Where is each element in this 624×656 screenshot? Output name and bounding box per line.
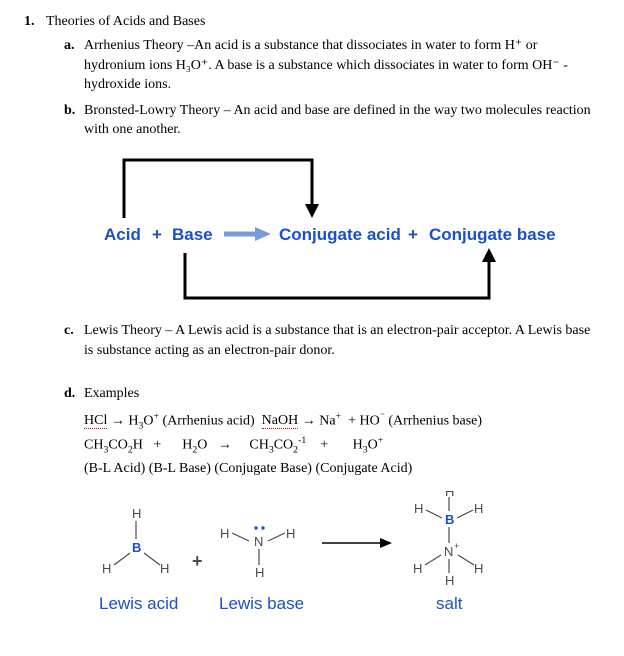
svg-text:N: N [444,544,453,559]
item-a: a. Arrhenius Theory –An acid is a substa… [64,36,600,95]
item-c-text: Lewis Theory – A Lewis acid is a substan… [84,321,600,360]
ex-row1: HCl → H3O+ (Arrhenius acid) NaOH → Na+ +… [84,410,600,434]
lewis-diagram: B H H H + N H H H [74,491,600,626]
bl-plus1: + [152,225,162,244]
bl-acid: Acid [104,225,141,244]
svg-text:H: H [286,526,295,541]
main-marker: 1. [24,14,46,30]
ex-row2: CH3CO2H + H2O → CH3CO2-1 + H3O+ [84,434,600,458]
svg-text:+: + [454,541,459,551]
item-b-marker: b. [64,101,84,140]
item-d-text: Examples [84,384,600,404]
ex-row3: (B-L Acid) (B-L Base) (Conjugate Base) (… [84,458,600,479]
salt-label: salt [436,594,463,613]
main-title: Theories of Acids and Bases [46,14,205,30]
item-a-marker: a. [64,36,84,95]
examples-block: HCl → H3O+ (Arrhenius acid) NaOH → Na+ +… [84,410,600,479]
item-d: d. Examples [64,384,600,404]
item-c: c. Lewis Theory – A Lewis acid is a subs… [64,321,600,360]
lewis-svg: B H H H + N H H H [74,491,544,621]
bracket-bottom [185,253,489,298]
bl-svg: Acid + Base Conjugate acid + Conjugate b… [89,148,559,308]
svg-text:H: H [160,561,169,576]
svg-text:H: H [474,561,483,576]
lewis-base-label: Lewis base [219,594,304,613]
bronsted-lowry-diagram: Acid + Base Conjugate acid + Conjugate b… [89,148,600,313]
lewis-acid-label: Lewis acid [99,594,178,613]
bl-conj-acid: Conjugate acid [279,225,401,244]
svg-text:H: H [445,573,454,588]
svg-text:H: H [220,526,229,541]
main-list-item: 1. Theories of Acids and Bases [24,14,600,30]
bl-plus2: + [408,225,418,244]
svg-text:H: H [102,561,111,576]
svg-text:B: B [445,512,454,527]
item-c-marker: c. [64,321,84,360]
arrowhead-top [305,204,319,218]
item-a-text: Arrhenius Theory –An acid is a substance… [84,36,600,95]
svg-text:B: B [132,540,141,555]
lewis-acid-structure: B H H H [102,506,169,576]
arrowhead-bottom [482,248,496,262]
svg-text:H: H [255,565,264,580]
naoh-underline: NaOH [262,413,299,429]
sub-list-2: c. Lewis Theory – A Lewis acid is a subs… [64,321,600,404]
item-b-text: Bronsted-Lowry Theory – An acid and base… [84,101,600,140]
svg-text:H: H [414,501,423,516]
svg-text:H: H [474,501,483,516]
svg-text:H: H [413,561,422,576]
bl-conj-base: Conjugate base [429,225,556,244]
svg-text:H: H [445,491,454,499]
plus-sign: + [192,551,203,571]
bl-base: Base [172,225,213,244]
salt-structure: B H H H N + H H H [413,491,483,588]
svg-text:H: H [132,506,141,521]
reaction-arrow-head [255,227,271,241]
item-b: b. Bronsted-Lowry Theory – An acid and b… [64,101,600,140]
bracket-top [124,160,312,218]
item-d-marker: d. [64,384,84,404]
sub-list: a. Arrhenius Theory –An acid is a substa… [64,36,600,140]
svg-text:N: N [254,534,263,549]
hcl-underline: HCl [84,413,107,429]
lewis-arrow-head [380,538,392,548]
lewis-base-structure: N H H H [220,526,295,580]
